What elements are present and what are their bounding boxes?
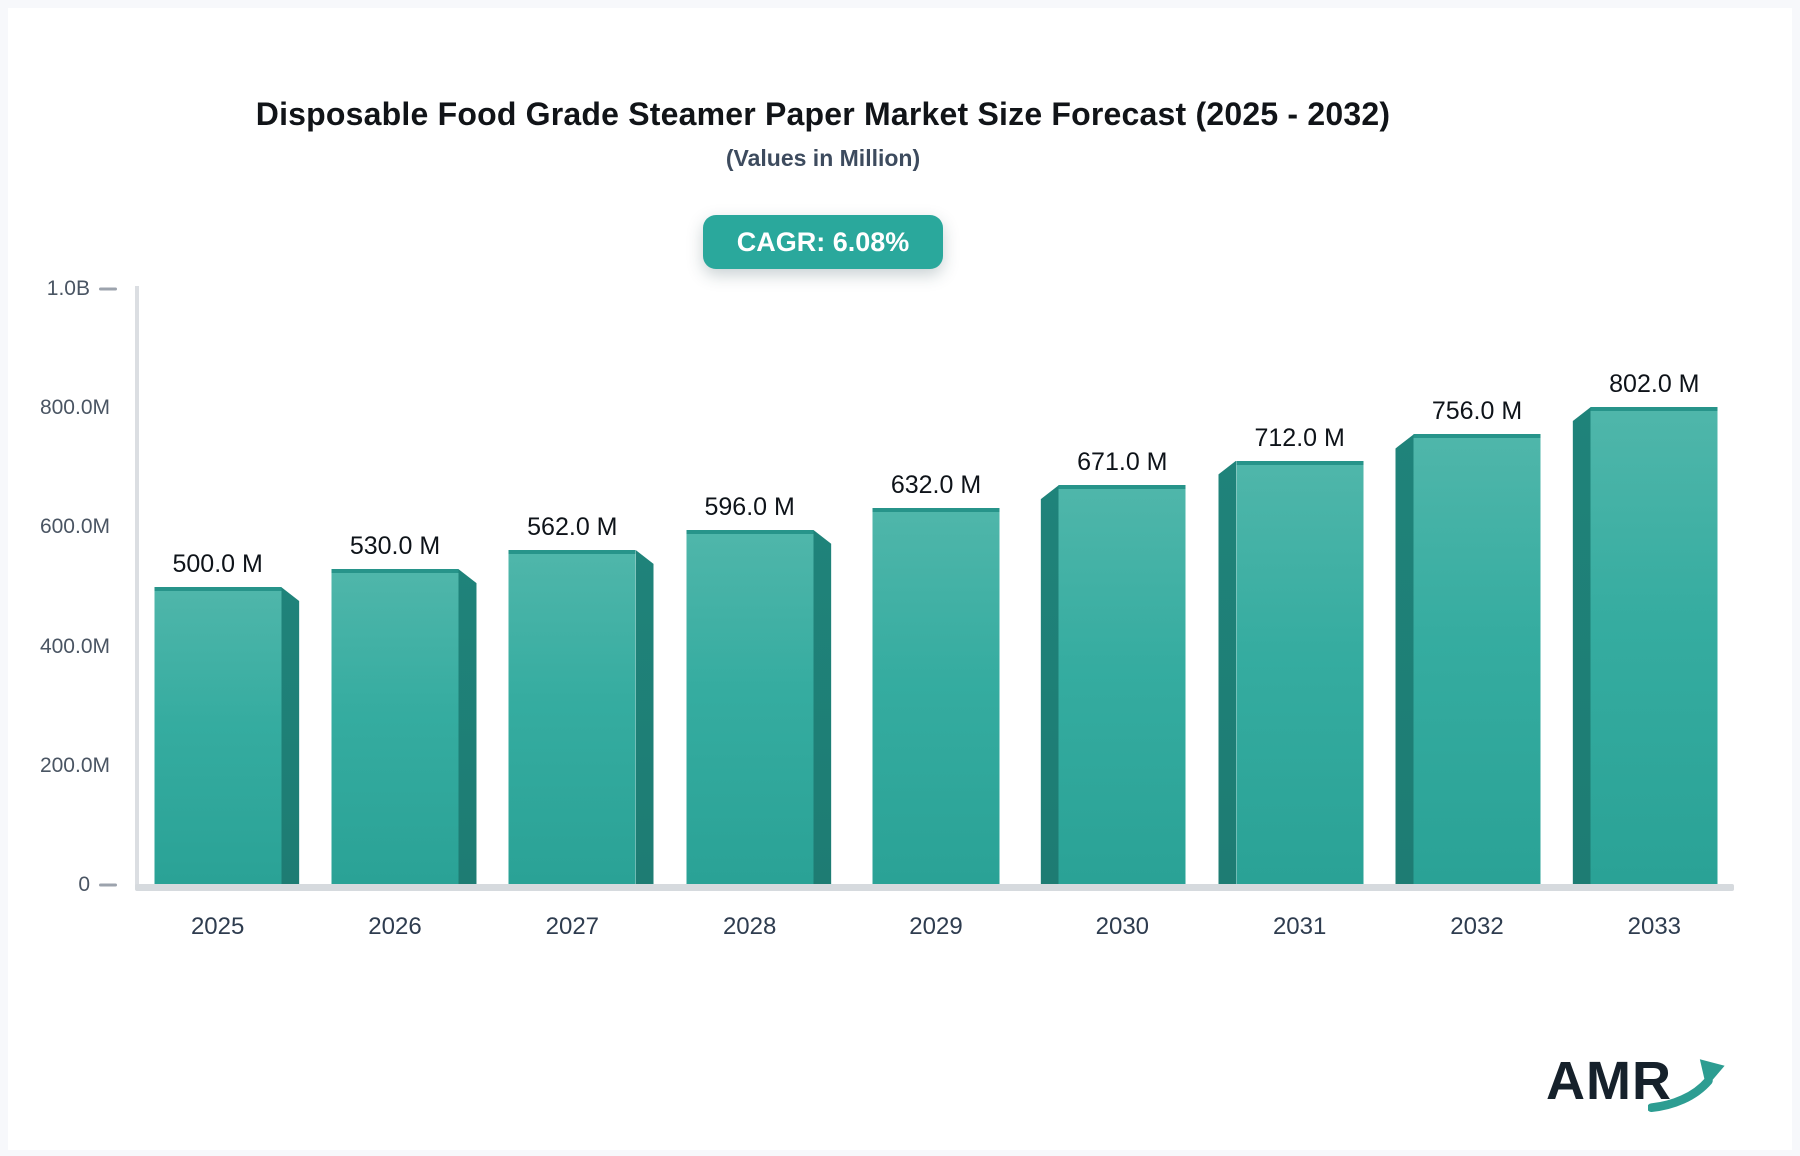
bar-value-label: 756.0 M xyxy=(1431,397,1523,426)
bar-value-label: 632.0 M xyxy=(890,471,982,500)
bar-2032: 756.0 M 2032 xyxy=(1395,397,1541,940)
bar-value-label: 712.0 M xyxy=(1254,423,1345,452)
bar-3d-side xyxy=(1218,460,1237,885)
bar-2033: 802.0 M 2033 xyxy=(1572,370,1718,940)
bar-value-label: 671.0 M xyxy=(1077,448,1168,477)
bar-column-2028: 596.0 M 2028 xyxy=(686,289,832,940)
bar-3d-side xyxy=(281,587,300,885)
bar-column-2026: 530.0 M 2026 xyxy=(331,289,477,940)
bar-2029: 632.0 M 2029 xyxy=(864,471,1009,940)
bar-2030: 671.0 M 2030 xyxy=(1040,448,1186,940)
bar-value-label: 596.0 M xyxy=(704,492,795,521)
bar-2025: 500.0 M 2025 xyxy=(154,550,300,940)
bar-3d-side xyxy=(813,529,832,885)
y-axis-tick-mark xyxy=(99,883,117,887)
y-axis-tick-mark xyxy=(99,287,117,291)
amr-logo: AMR xyxy=(1546,1051,1728,1112)
bar-face: 632.0 M 2029 xyxy=(872,471,1000,940)
bar-column-2031: 712.0 M 2031 xyxy=(1218,289,1364,940)
bar-value-label: 530.0 M xyxy=(349,532,441,561)
bar-face: 596.0 M 2028 xyxy=(686,493,814,940)
bar-value-label: 802.0 M xyxy=(1609,370,1700,399)
chart-title: Disposable Food Grade Steamer Paper Mark… xyxy=(255,96,1391,132)
x-axis-label: 2029 xyxy=(909,913,963,940)
x-axis-label: 2032 xyxy=(1450,913,1504,940)
bar-face: 802.0 M 2033 xyxy=(1590,370,1718,940)
y-axis: 0 200.0M 400.0M 600.0M 800.0M 1.0B xyxy=(8,277,138,896)
y-axis-tick-label: 600.0M xyxy=(39,515,110,539)
x-axis-label: 2033 xyxy=(1627,913,1682,940)
bar-2028: 596.0 M 2028 xyxy=(686,493,832,940)
bar-2031: 712.0 M 2031 xyxy=(1218,424,1364,940)
y-axis-tick-label: 800.0M xyxy=(39,396,110,420)
y-axis-tick-label: 0 xyxy=(78,873,117,897)
y-axis-tick-label: 1.0B xyxy=(47,277,117,301)
bar-3d-side xyxy=(1572,407,1591,885)
bar-3d-side xyxy=(1395,434,1414,885)
bar-chart: 0 200.0M 400.0M 600.0M 800.0M 1.0B 500.0 M 202… xyxy=(40,277,1734,940)
bar-face: 712.0 M 2031 xyxy=(1236,424,1364,940)
bar-2026: 530.0 M 2026 xyxy=(331,532,477,940)
x-axis-line xyxy=(135,884,1734,891)
bar-column-2029: 632.0 M 2029 xyxy=(864,289,1009,940)
x-axis-label: 2025 xyxy=(190,913,245,940)
plot-area: 500.0 M 2025 530.0 M 2026 562.0 M 2027 596.0 M… xyxy=(138,289,1734,940)
bar-3d-side xyxy=(458,569,477,885)
y-axis-tick-label: 200.0M xyxy=(39,753,110,777)
y-axis-line xyxy=(135,286,139,886)
bar-face: 562.0 M 2027 xyxy=(508,513,636,940)
growth-arrow-icon xyxy=(1648,1059,1725,1112)
chart-header: Disposable Food Grade Steamer Paper Mark… xyxy=(8,8,1638,269)
amr-logo-text: AMR xyxy=(1546,1051,1672,1111)
bar-value-label: 500.0 M xyxy=(172,550,263,578)
x-axis-label: 2027 xyxy=(545,913,600,940)
bar-column-2032: 756.0 M 2032 xyxy=(1395,289,1541,940)
x-axis-label: 2026 xyxy=(368,913,422,940)
chart-subtitle: (Values in Million) xyxy=(725,145,921,171)
bar-column-2027: 562.0 M 2027 xyxy=(508,289,654,940)
cagr-badge: CAGR: 6.08% xyxy=(702,215,944,269)
bar-3d-side xyxy=(1040,485,1059,885)
bar-value-label: 562.0 M xyxy=(527,513,618,542)
bar-face: 530.0 M 2026 xyxy=(331,532,459,940)
chart-card: Disposable Food Grade Steamer Paper Mark… xyxy=(8,8,1792,1150)
bar-face: 500.0 M 2025 xyxy=(154,550,282,940)
bar-column-2025: 500.0 M 2025 xyxy=(154,289,300,940)
y-axis-tick-label: 400.0M xyxy=(39,634,110,658)
bar-2027: 562.0 M 2027 xyxy=(508,513,654,940)
bar-3d-side xyxy=(635,550,654,885)
bar-face: 756.0 M 2032 xyxy=(1413,397,1541,940)
bar-face: 671.0 M 2030 xyxy=(1058,448,1186,940)
x-axis-label: 2028 xyxy=(722,913,777,940)
bar-column-2033: 802.0 M 2033 xyxy=(1572,289,1718,940)
x-axis-label: 2030 xyxy=(1095,913,1150,940)
bar-column-2030: 671.0 M 2030 xyxy=(1040,289,1186,940)
x-axis-label: 2031 xyxy=(1272,913,1327,940)
